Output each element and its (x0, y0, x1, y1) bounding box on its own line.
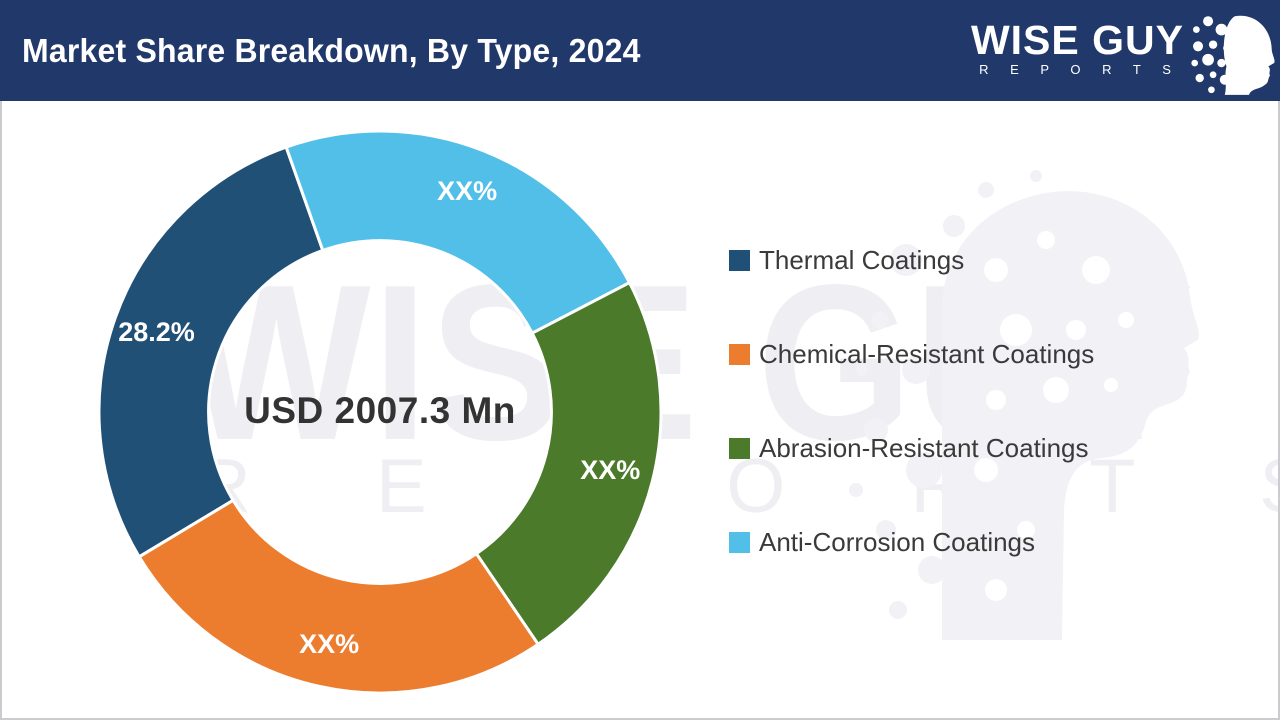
legend-swatch-abrasion (729, 438, 750, 459)
legend-label: Thermal Coatings (759, 245, 965, 275)
legend-item-anticorrosion: Anti-Corrosion Coatings (729, 527, 1094, 558)
slice-label: XX% (437, 176, 497, 206)
watermark-face-icon (849, 170, 1199, 640)
logo-face-icon (1191, 15, 1275, 95)
legend-item-chemical: Chemical-Resistant Coatings (729, 339, 1094, 370)
legend-label: Anti-Corrosion Coatings (759, 527, 1036, 557)
logo-text: WISE GUY R E P O R T S (971, 19, 1184, 77)
donut-center-value: USD 2007.3 Mn (244, 390, 516, 431)
legend-label: Chemical-Resistant Coatings (759, 339, 1095, 369)
legend-label: Abrasion-Resistant Coatings (759, 433, 1089, 463)
donut-segment-anti-corrosion-coatings (284, 129, 632, 336)
page-title: Market Share Breakdown, By Type, 2024 (22, 31, 641, 69)
legend-swatch-thermal (729, 250, 750, 271)
legend-swatch-anticorrosion (729, 532, 750, 553)
legend-item-abrasion: Abrasion-Resistant Coatings (729, 433, 1094, 464)
donut-segment-chemical-resistant-coatings (137, 498, 541, 695)
slice-label: 28.2% (118, 317, 195, 347)
slice-label: XX% (299, 629, 359, 659)
wise-guy-logo: WISE GUY R E P O R T S (971, 0, 1280, 101)
donut-segment-abrasion-resistant-coatings (474, 280, 663, 647)
slice-label: XX% (580, 455, 640, 485)
logo-subtitle: R E P O R T S (979, 61, 1180, 77)
header: Market Share Breakdown, By Type, 2024 (0, 0, 1280, 101)
donut-segment-thermal-coatings (97, 145, 325, 559)
legend: Thermal Coatings Chemical-Resistant Coat… (729, 245, 1094, 558)
legend-item-thermal: Thermal Coatings (729, 245, 1094, 276)
logo-wordmark: WISE GUY (970, 16, 1184, 63)
legend-swatch-chemical (729, 344, 750, 365)
